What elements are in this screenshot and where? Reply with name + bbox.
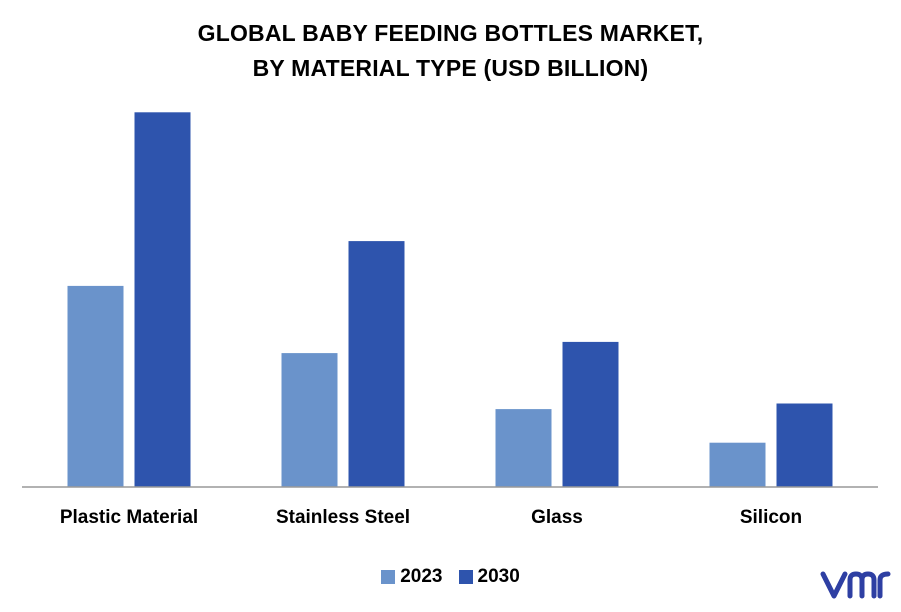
bar-2030-glass <box>561 340 620 488</box>
vmr-logo-icon <box>820 571 891 599</box>
x-tick-label: Glass <box>531 507 583 528</box>
x-tick-label: Plastic Material <box>60 507 198 528</box>
bar-2023-stainless-steel <box>280 352 339 488</box>
chart-title-line-2: BY MATERIAL TYPE (USD BILLION) <box>252 55 649 81</box>
legend-item-2030: 2030 <box>458 566 520 588</box>
bar-2023-plastic-material <box>66 284 125 488</box>
legend-swatch-2023 <box>381 570 396 584</box>
legend-label-2023: 2023 <box>400 566 443 587</box>
legend-swatch-2030 <box>458 570 473 584</box>
bar-2023-silicon <box>708 441 767 488</box>
bar-2023-glass <box>494 408 553 488</box>
bar-chart: Plastic Material Stainless Steel Glass Sili… <box>22 111 878 528</box>
bar-2030-plastic-material <box>133 111 192 488</box>
legend-item-2023: 2023 <box>381 566 443 588</box>
legend: 2023 2030 <box>0 566 901 588</box>
bar-2030-silicon <box>775 402 834 488</box>
x-tick-label: Stainless Steel <box>276 507 410 528</box>
bar-2030-stainless-steel <box>347 240 406 488</box>
chart-title: GLOBAL BABY FEEDING BOTTLES MARKET, BY M… <box>0 16 901 86</box>
legend-label-2030: 2030 <box>477 566 520 587</box>
x-tick-label: Silicon <box>740 507 802 528</box>
chart-title-line-1: GLOBAL BABY FEEDING BOTTLES MARKET, <box>197 20 704 46</box>
